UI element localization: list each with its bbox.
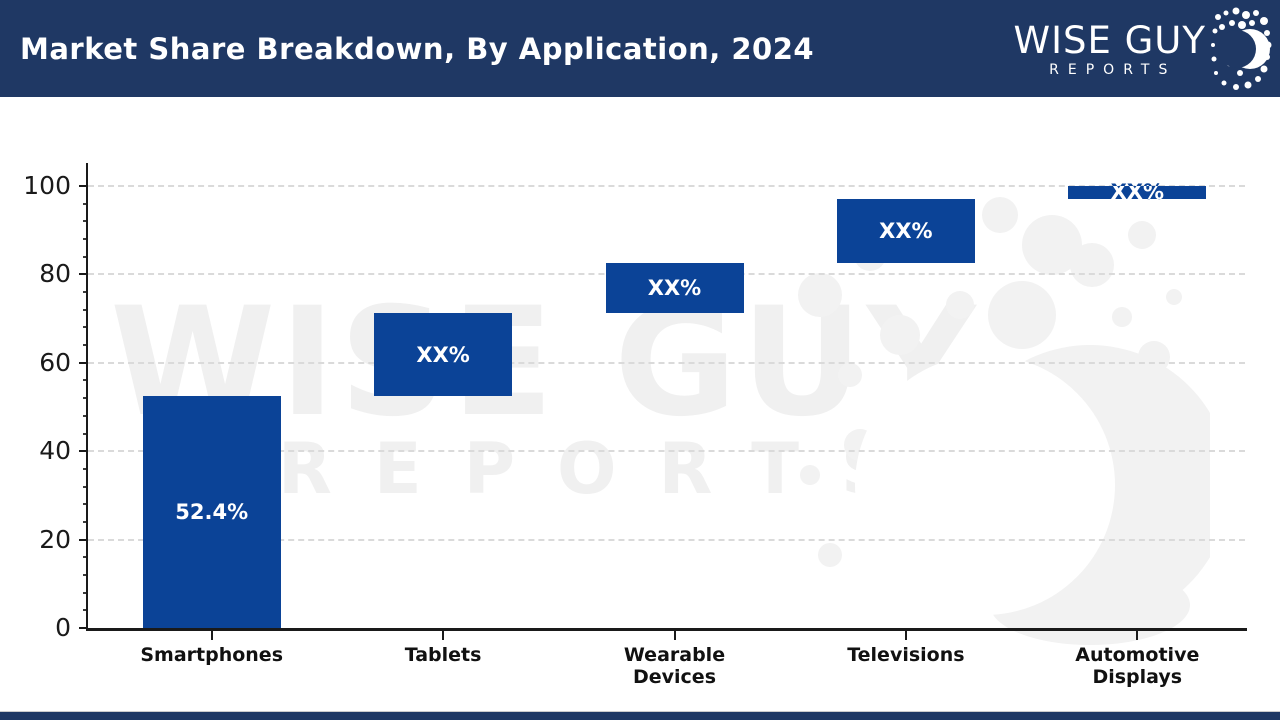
x-tick-mark-televisions — [904, 631, 907, 640]
y-minor-tick-64 — [83, 344, 88, 347]
watermark-face-icon — [798, 197, 1210, 645]
bar-value-label-televisions: XX% — [879, 219, 933, 244]
x-category-label-automotive-displays: Automotive Displays — [1075, 644, 1200, 688]
y-tick-label-100: 100 — [23, 171, 71, 200]
y-tick-mark-40 — [79, 450, 88, 453]
bar-tablets: XX% — [374, 313, 513, 397]
y-tick-mark-60 — [79, 361, 88, 364]
wiseguy-logo-brand: WISE GUY — [1013, 18, 1206, 62]
y-tick-mark-80 — [79, 273, 88, 276]
x-category-label-televisions: Televisions — [847, 644, 965, 666]
bar-value-label-tablets: XX% — [416, 342, 470, 367]
watermark-sub-text: REPORTS — [278, 428, 934, 510]
y-minor-tick-8 — [83, 591, 88, 594]
y-tick-label-0: 0 — [55, 613, 71, 642]
y-tick-label-40: 40 — [39, 436, 71, 466]
x-axis-line — [86, 628, 1247, 631]
y-tick-mark-100 — [79, 185, 88, 187]
gridline-20 — [88, 538, 1245, 541]
y-tick-mark-20 — [79, 538, 88, 541]
gridline-60 — [88, 361, 1245, 364]
y-minor-tick-52 — [83, 397, 88, 400]
wiseguy-logo: WISE GUY REPORTS — [1014, 6, 1272, 92]
bar-smartphones: 52.4% — [142, 396, 281, 628]
wiseguy-logo-text: WISE GUY REPORTS — [1013, 18, 1206, 78]
header-banner: Market Share Breakdown, By Application, … — [0, 0, 1280, 97]
y-tick-label-60: 60 — [39, 347, 71, 377]
y-minor-tick-96 — [83, 202, 88, 205]
bar-wearable-devices: XX% — [605, 263, 744, 314]
y-minor-tick-16 — [83, 556, 88, 559]
y-minor-tick-28 — [83, 503, 88, 506]
wiseguy-logo-sub: REPORTS — [1049, 61, 1177, 78]
x-tick-mark-smartphones — [210, 631, 213, 640]
y-minor-tick-24 — [83, 520, 88, 523]
bar-value-label-smartphones: 52.4% — [175, 500, 249, 525]
y-minor-tick-84 — [83, 255, 88, 258]
y-minor-tick-72 — [83, 308, 88, 311]
x-category-label-wearable-devices: Wearable Devices — [623, 644, 726, 688]
y-minor-tick-36 — [83, 467, 88, 470]
bottom-hairline — [0, 711, 1280, 712]
y-minor-tick-88 — [83, 238, 88, 241]
y-minor-tick-56 — [83, 379, 88, 382]
y-minor-tick-44 — [83, 432, 88, 435]
x-category-label-tablets: Tablets — [404, 644, 482, 666]
y-minor-tick-48 — [83, 414, 88, 417]
y-tick-label-20: 20 — [39, 524, 71, 554]
gridline-100 — [88, 185, 1245, 187]
footer-bar — [0, 712, 1280, 720]
y-tick-label-80: 80 — [39, 259, 71, 289]
x-tick-mark-wearable-devices — [673, 631, 676, 640]
x-tick-mark-tablets — [442, 631, 445, 640]
y-minor-tick-68 — [83, 326, 88, 329]
bar-value-label-automotive-displays: XX% — [1110, 186, 1165, 200]
y-minor-tick-12 — [83, 573, 88, 576]
y-minor-tick-76 — [83, 291, 88, 294]
y-minor-tick-32 — [83, 485, 88, 488]
gridline-40 — [88, 450, 1245, 453]
y-minor-tick-92 — [83, 220, 88, 223]
x-category-label-smartphones: Smartphones — [140, 644, 284, 666]
page-title: Market Share Breakdown, By Application, … — [20, 31, 815, 66]
y-axis-line — [86, 163, 88, 631]
wiseguy-face-icon — [1211, 7, 1272, 90]
x-tick-mark-automotive-displays — [1136, 631, 1139, 640]
bar-automotive-displays: XX% — [1068, 186, 1207, 200]
y-minor-tick-4 — [83, 609, 88, 612]
bar-value-label-wearable-devices: XX% — [647, 276, 702, 301]
bar-televisions: XX% — [836, 199, 975, 264]
y-tick-mark-0 — [79, 627, 88, 629]
